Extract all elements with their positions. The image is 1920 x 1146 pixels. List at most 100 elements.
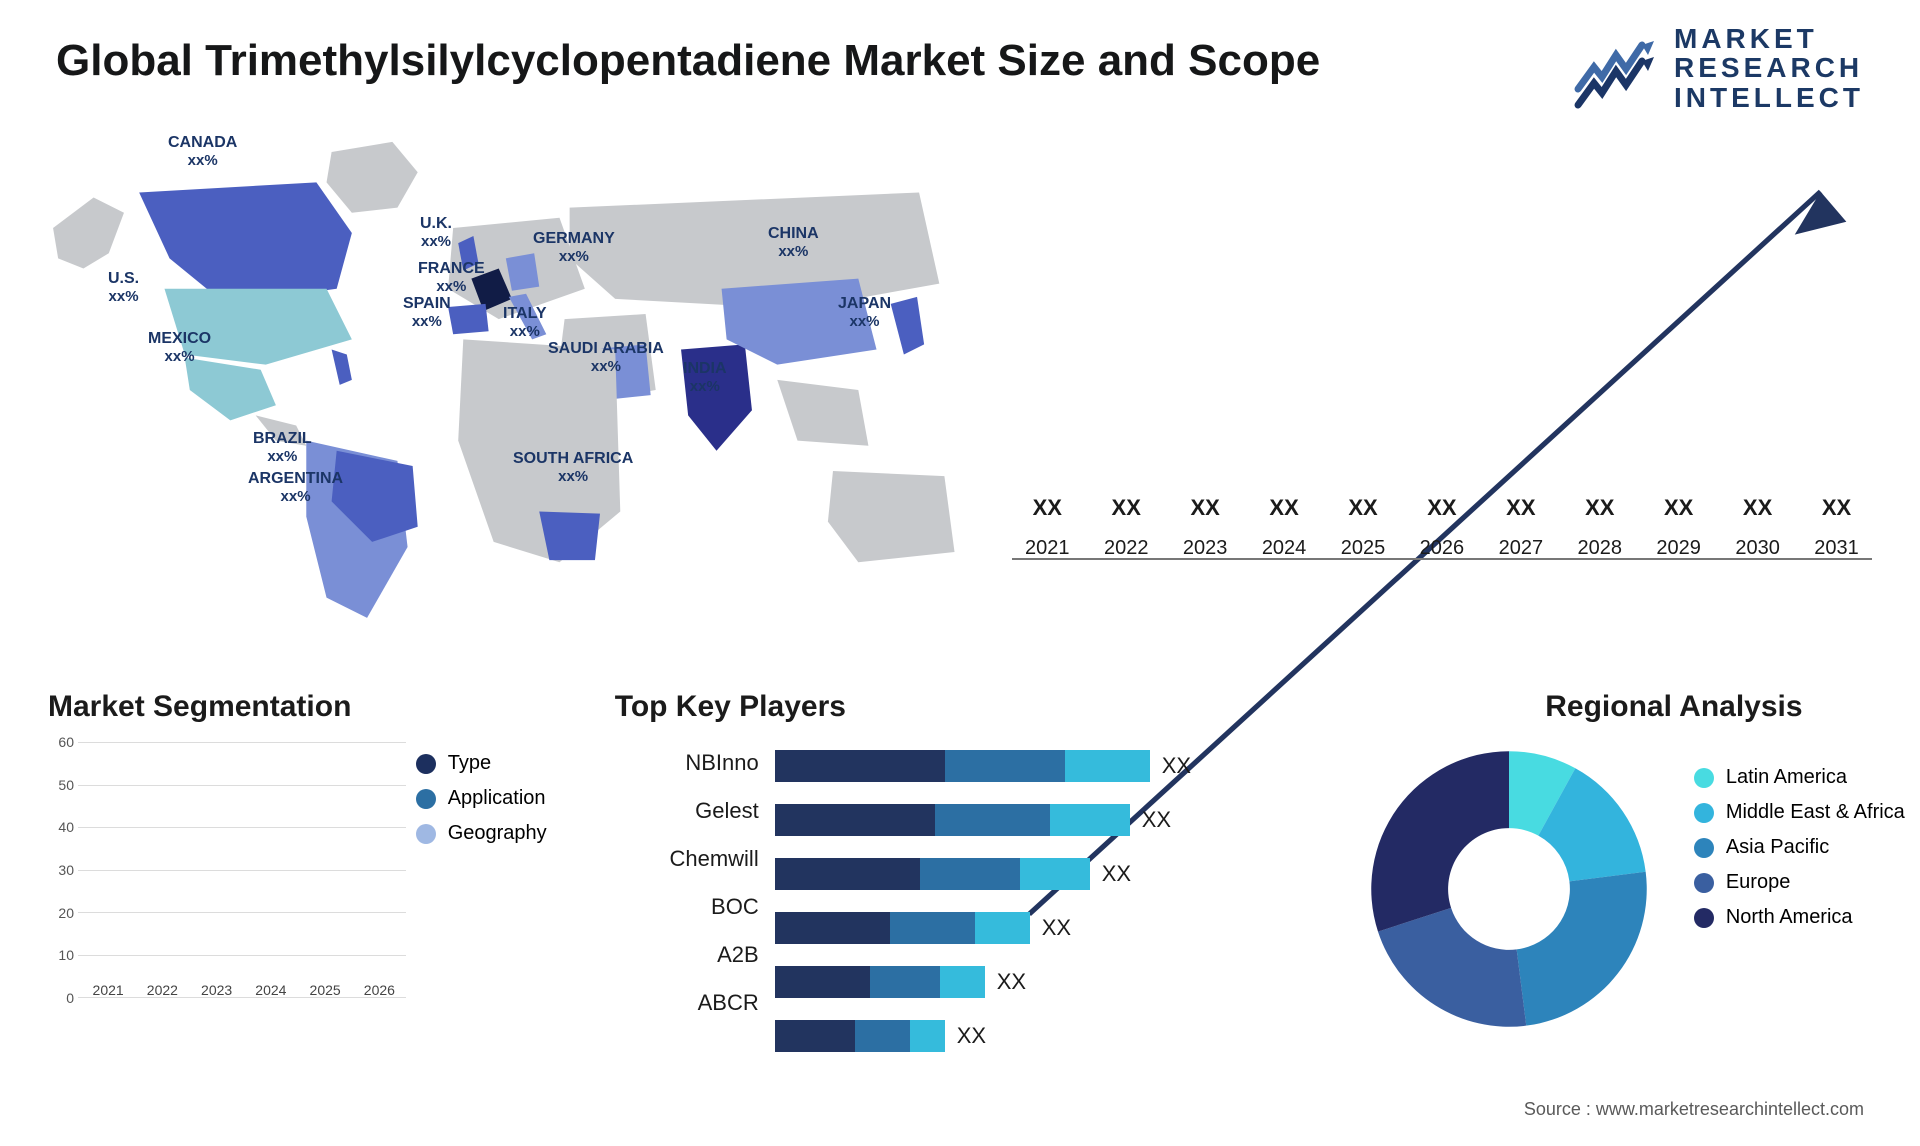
growth-value-label: XX (1112, 495, 1141, 521)
legend-label: Middle East & Africa (1726, 801, 1905, 824)
growth-bar-2024: XX 2024 (1249, 495, 1320, 560)
growth-bar-2022: XX 2022 (1091, 495, 1162, 560)
segmentation-panel: Market Segmentation 6050403020100 202120… (48, 690, 559, 1070)
player-bar-segment (945, 750, 1065, 782)
growth-bar-2031: XX2031 (1801, 495, 1872, 560)
player-name: BOC (615, 894, 775, 920)
player-name: Chemwill (615, 846, 775, 872)
regional-donut (1364, 744, 1654, 1034)
seg-bar-2025: 2025 (303, 974, 347, 998)
growth-year-label: 2029 (1656, 537, 1701, 560)
growth-bar-2027: XX 2027 (1485, 495, 1556, 560)
map-region-spain (448, 304, 489, 334)
regional-legend-item: Asia Pacific (1694, 836, 1920, 859)
legend-swatch (1694, 873, 1714, 893)
growth-year-label: 2022 (1104, 537, 1149, 560)
logo-line2: RESEARCH (1674, 53, 1864, 82)
player-value-label: XX (1042, 915, 1071, 941)
growth-value-label: XX (1506, 495, 1535, 521)
map-region-alaska (53, 198, 124, 269)
growth-bar-2023: XX2023 (1170, 495, 1241, 560)
player-name: A2B (615, 942, 775, 968)
map-region-greenland (327, 142, 418, 213)
player-bar-segment (775, 750, 945, 782)
player-bar-segment (775, 966, 870, 998)
player-name: ABCR (615, 990, 775, 1016)
regional-legend-item: Latin America (1694, 766, 1920, 789)
map-region-australia (828, 471, 955, 562)
player-value-label: XX (997, 969, 1026, 995)
regional-legend-item: Europe (1694, 871, 1920, 894)
logo-line3: INTELLECT (1674, 83, 1864, 112)
player-bar-segment (935, 804, 1050, 836)
seg-year-label: 2026 (364, 982, 395, 998)
map-region-florida (332, 349, 352, 384)
legend-swatch (416, 754, 436, 774)
seg-ytick: 0 (66, 990, 74, 1006)
player-value-label: XX (1142, 807, 1171, 833)
seg-legend-item: Geography (416, 822, 547, 845)
legend-swatch (416, 824, 436, 844)
player-bar-segment (775, 1020, 855, 1052)
seg-legend-item: Application (416, 787, 547, 810)
growth-year-label: 2027 (1499, 537, 1544, 560)
player-bar-segment (975, 912, 1030, 944)
map-region-canada (139, 182, 352, 304)
player-name: Gelest (615, 798, 775, 824)
seg-year-label: 2023 (201, 982, 232, 998)
legend-label: Europe (1726, 871, 1791, 894)
player-row: XX (775, 1020, 1308, 1052)
seg-bar-2026: 2026 (357, 974, 401, 998)
growth-value-label: XX (1348, 495, 1377, 521)
player-bar-segment (890, 912, 975, 944)
player-bar-segment (775, 858, 920, 890)
player-bar (775, 750, 1150, 782)
growth-value-label: XX (1664, 495, 1693, 521)
map-region-mexico (185, 358, 276, 421)
map-region-se_asia (777, 380, 868, 446)
seg-bar-2022: 2022 (140, 974, 184, 998)
player-value-label: XX (1162, 753, 1191, 779)
player-row: XX (775, 858, 1308, 890)
growth-value-label: XX (1033, 495, 1062, 521)
seg-year-label: 2025 (310, 982, 341, 998)
players-panel: Top Key Players NBInnoGelestChemwillBOCA… (615, 690, 1308, 1070)
donut-slice-asia-pacific (1516, 872, 1646, 1026)
seg-year-label: 2024 (255, 982, 286, 998)
player-bar-segment (775, 804, 935, 836)
regional-title: Regional Analysis (1364, 690, 1920, 724)
regional-panel: Regional Analysis Latin America Middle Ea… (1364, 690, 1920, 1070)
growth-bar-2026: XX2026 (1406, 495, 1477, 560)
map-region-japan (891, 297, 924, 355)
growth-value-label: XX (1269, 495, 1298, 521)
map-region-india (681, 344, 752, 450)
growth-year-label: 2025 (1341, 537, 1386, 560)
seg-legend-item: Type (416, 752, 547, 775)
legend-label: Latin America (1726, 766, 1847, 789)
player-bar (775, 804, 1130, 836)
logo-icon (1572, 25, 1658, 111)
growth-value-label: XX (1743, 495, 1772, 521)
player-bar-segment (1065, 750, 1150, 782)
player-value-label: XX (957, 1023, 986, 1049)
donut-slice-europe (1378, 908, 1526, 1027)
growth-bar-2025: XX 2025 (1328, 495, 1399, 560)
seg-bar-2024: 2024 (249, 974, 293, 998)
growth-year-label: 2031 (1814, 537, 1859, 560)
growth-bar-2021: XX2021 (1012, 495, 1083, 560)
legend-label: Asia Pacific (1726, 836, 1829, 859)
seg-ytick: 40 (58, 819, 74, 835)
growth-value-label: XX (1427, 495, 1456, 521)
world-map-panel: CANADAxx%U.S.xx%MEXICOxx%BRAZILxx%ARGENT… (48, 120, 980, 660)
player-bar-segment (1050, 804, 1130, 836)
seg-ytick: 20 (58, 905, 74, 921)
player-bar-segment (940, 966, 985, 998)
legend-label: North America (1726, 906, 1853, 929)
growth-value-label: XX (1190, 495, 1219, 521)
growth-value-label: XX (1585, 495, 1614, 521)
growth-year-label: 2028 (1578, 537, 1623, 560)
growth-year-label: 2024 (1262, 537, 1307, 560)
legend-label: Application (448, 787, 546, 810)
seg-bar-2023: 2023 (195, 974, 239, 998)
player-bar (775, 966, 985, 998)
